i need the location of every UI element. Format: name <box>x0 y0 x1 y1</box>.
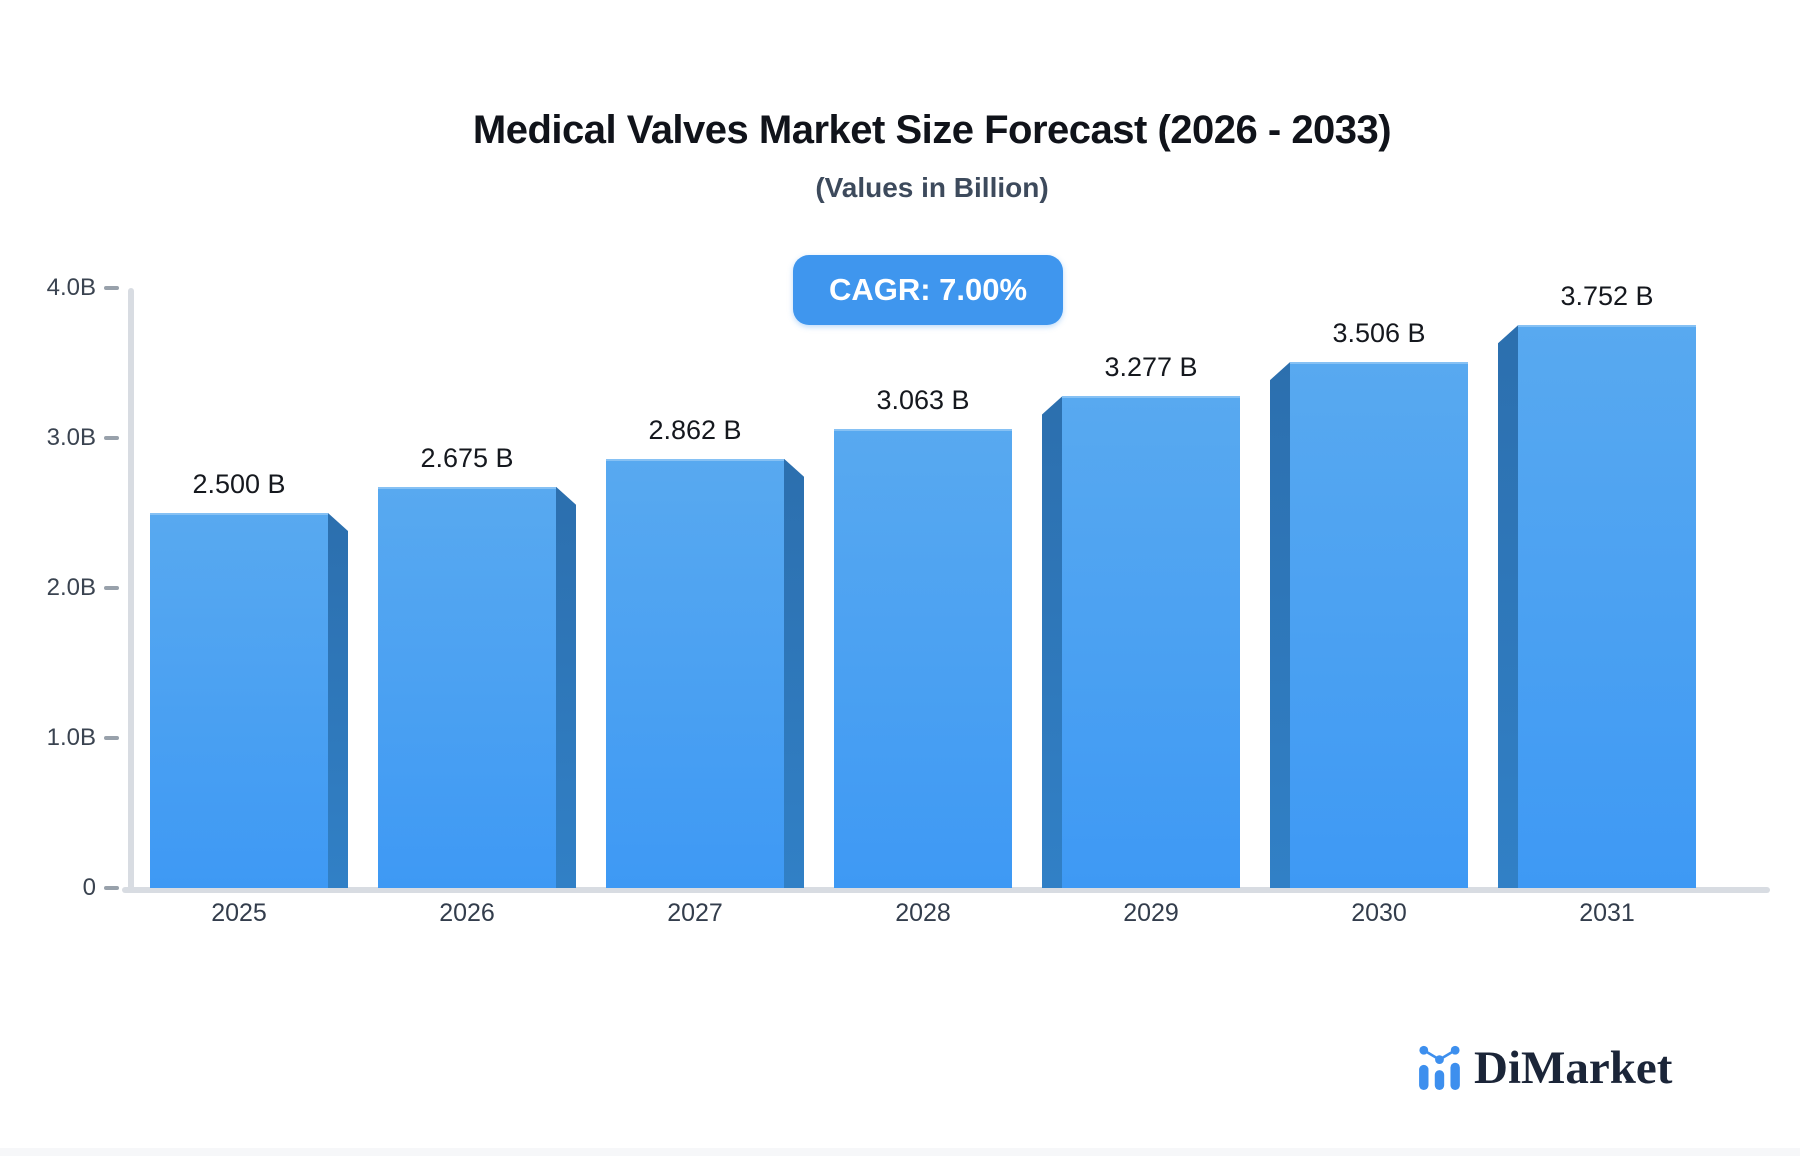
y-axis-tick-label: 0 <box>82 874 96 901</box>
y-axis-tick-mark <box>104 886 119 890</box>
y-axis-tick-mark <box>104 586 119 590</box>
dimarket-logo-icon <box>1419 1045 1460 1090</box>
bar-value-label-2025: 2.500 B <box>192 469 286 499</box>
dimarket-logo: DiMarket <box>1418 1042 1672 1094</box>
bar-3d-side-2029 <box>1042 396 1062 888</box>
bar-value-label-2030: 3.506 B <box>1332 318 1426 349</box>
y-axis-line <box>128 288 134 893</box>
y-axis-tick-label: 4.0B <box>46 274 96 301</box>
bar-2026 <box>378 486 556 888</box>
page-bottom-edge <box>0 1148 1800 1156</box>
bar-3d-side-2031 <box>1498 325 1518 888</box>
bar-2028 <box>834 428 1012 888</box>
chart-subtitle: (Values in Billion) <box>815 172 1049 203</box>
bar-3d-side-2025 <box>328 513 348 888</box>
x-axis-label-2028: 2028 <box>895 899 951 927</box>
bar-value-label-2029: 3.277 B <box>1104 352 1198 383</box>
y-axis-tick-label: 1.0B <box>46 724 96 751</box>
x-axis-label-2030: 2030 <box>1351 899 1407 927</box>
bar-3d-side-2030 <box>1270 362 1290 888</box>
x-axis-label-2031: 2031 <box>1579 899 1635 927</box>
bar-3d-side-2026 <box>556 486 576 888</box>
cagr-badge: CAGR: 7.00% <box>793 255 1063 325</box>
bar-3d-side-2027 <box>784 458 804 888</box>
x-axis-label-2025: 2025 <box>211 899 267 927</box>
bar-value-label-2027: 2.862 B <box>648 414 742 445</box>
bar-value-label-2028: 3.063 B <box>876 384 970 415</box>
bar-2031 <box>1518 325 1696 888</box>
y-axis-tick-mark <box>104 286 119 290</box>
x-axis-baseline <box>122 887 1770 893</box>
y-axis-tick-label: 3.0B <box>46 424 96 451</box>
x-axis-label-2027: 2027 <box>667 899 723 927</box>
x-axis-label-2029: 2029 <box>1123 899 1179 927</box>
y-axis-tick-mark <box>104 436 119 440</box>
cagr-badge-label: CAGR: 7.00% <box>828 272 1028 307</box>
chart-title: Medical Valves Market Size Forecast (202… <box>472 108 1392 152</box>
bar-2030 <box>1290 362 1468 888</box>
dimarket-logo-text: DiMarket <box>1474 1042 1673 1094</box>
x-axis-label-2026: 2026 <box>439 899 495 927</box>
bar-2029 <box>1062 396 1240 888</box>
bar-value-label-2026: 2.675 B <box>420 442 514 473</box>
y-axis-tick-label: 2.0B <box>46 574 96 601</box>
bar-2025 <box>150 513 328 888</box>
y-axis-tick-mark <box>104 736 119 740</box>
bar-value-label-2031: 3.752 B <box>1560 281 1654 312</box>
bar-2027 <box>606 458 784 888</box>
